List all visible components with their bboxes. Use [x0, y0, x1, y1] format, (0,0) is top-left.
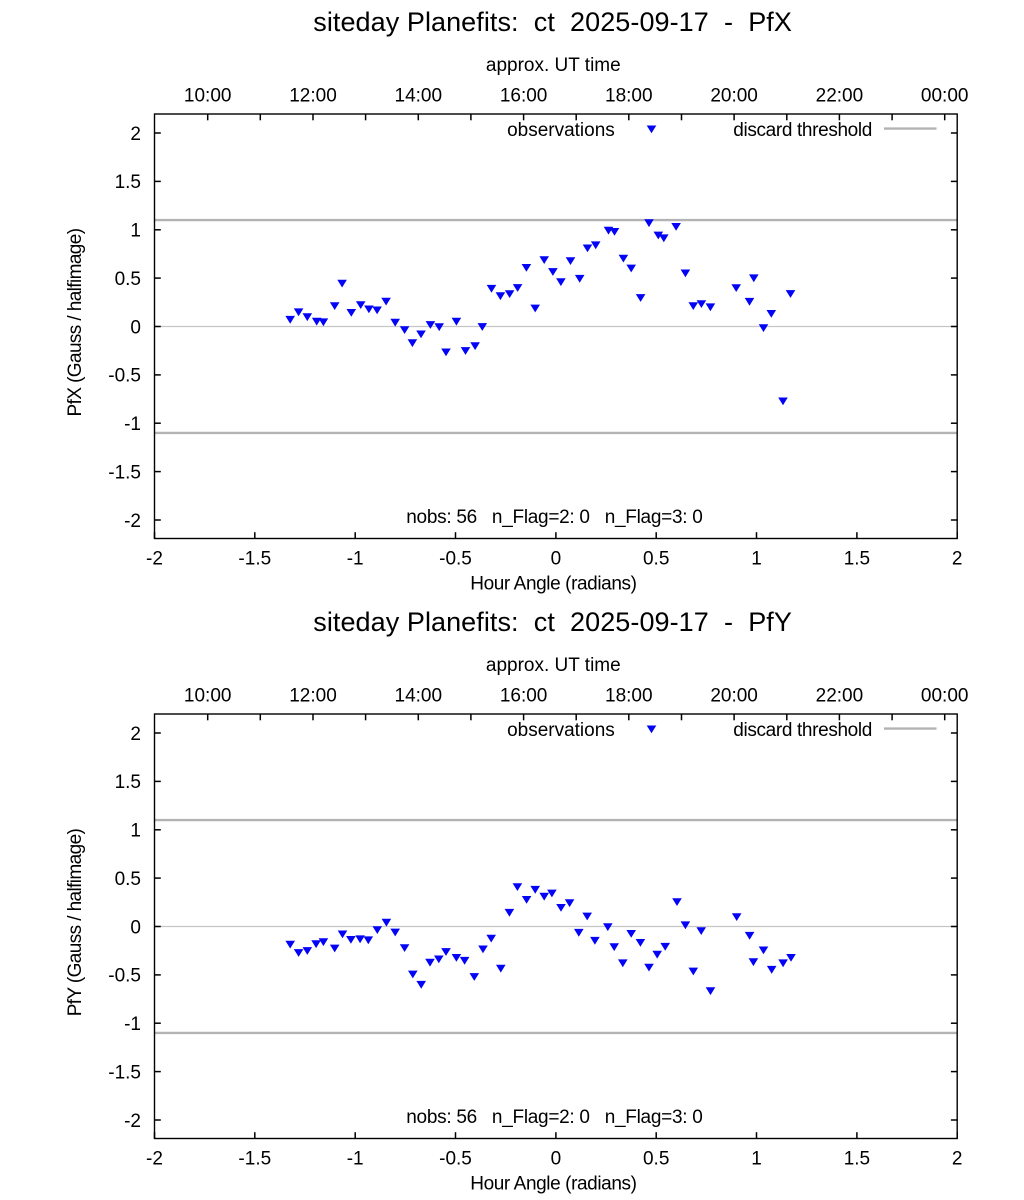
svg-text:-1.5: -1.5	[108, 462, 141, 483]
svg-text:-0.5: -0.5	[108, 966, 141, 987]
svg-text:16:00: 16:00	[500, 685, 548, 706]
svg-text:-2: -2	[146, 1149, 163, 1170]
svg-text:14:00: 14:00	[395, 685, 443, 706]
svg-text:-0.5: -0.5	[108, 366, 141, 387]
svg-text:0: 0	[551, 549, 562, 570]
svg-text:observations: observations	[507, 120, 615, 141]
svg-text:-0.5: -0.5	[439, 1149, 472, 1170]
svg-text:10:00: 10:00	[184, 685, 232, 706]
svg-text:approx. UT time: approx. UT time	[486, 55, 621, 76]
svg-text:20:00: 20:00	[710, 85, 758, 106]
svg-text:16:00: 16:00	[500, 85, 548, 106]
svg-text:0.5: 0.5	[115, 269, 141, 290]
svg-text:1: 1	[751, 549, 762, 570]
svg-text:-2: -2	[146, 549, 163, 570]
svg-text:1.5: 1.5	[115, 772, 141, 793]
svg-text:-1: -1	[124, 1014, 141, 1035]
svg-text:1: 1	[130, 221, 141, 242]
svg-text:-1: -1	[347, 549, 364, 570]
svg-text:-1: -1	[347, 1149, 364, 1170]
svg-text:-2: -2	[124, 511, 141, 532]
svg-text:siteday Planefits: ct 2025-0: siteday Planefits: ct 2025-09-17 - PfX	[313, 7, 792, 37]
svg-text:18:00: 18:00	[605, 685, 653, 706]
svg-text:PfY (Gauss / halfimage): PfY (Gauss / halfimage)	[65, 828, 86, 1016]
svg-text:18:00: 18:00	[605, 85, 653, 106]
svg-text:00:00: 00:00	[921, 685, 969, 706]
svg-text:20:00: 20:00	[710, 685, 758, 706]
svg-text:PfX (Gauss / halfimage): PfX (Gauss / halfimage)	[65, 228, 86, 416]
svg-text:-1.5: -1.5	[108, 1062, 141, 1083]
svg-text:1: 1	[751, 1149, 762, 1170]
svg-text:1: 1	[130, 821, 141, 842]
svg-text:0: 0	[551, 1149, 562, 1170]
svg-text:0.5: 0.5	[643, 1149, 669, 1170]
svg-text:observations: observations	[507, 720, 615, 741]
svg-text:-1: -1	[124, 414, 141, 435]
svg-text:2: 2	[130, 124, 141, 145]
svg-text:nobs: 56 n_Flag=2: 0 n_Fla: nobs: 56 n_Flag=2: 0 n_Flag=3: 0	[406, 507, 702, 528]
svg-text:10:00: 10:00	[184, 85, 232, 106]
svg-text:12:00: 12:00	[289, 85, 337, 106]
svg-text:Hour Angle (radians): Hour Angle (radians)	[470, 1174, 636, 1195]
svg-text:14:00: 14:00	[395, 85, 443, 106]
svg-text:1.5: 1.5	[844, 549, 870, 570]
svg-text:Hour Angle (radians): Hour Angle (radians)	[470, 574, 636, 595]
svg-text:0: 0	[130, 917, 141, 938]
svg-text:2: 2	[952, 549, 963, 570]
svg-text:2: 2	[130, 724, 141, 745]
svg-text:00:00: 00:00	[921, 85, 969, 106]
svg-text:2: 2	[952, 1149, 963, 1170]
svg-text:discard threshold: discard threshold	[733, 120, 872, 141]
svg-text:-0.5: -0.5	[439, 549, 472, 570]
svg-text:-1.5: -1.5	[238, 549, 271, 570]
svg-text:12:00: 12:00	[289, 685, 337, 706]
svg-text:-2: -2	[124, 1111, 141, 1132]
svg-text:22:00: 22:00	[816, 685, 864, 706]
svg-text:nobs: 56 n_Flag=2: 0 n_Fla: nobs: 56 n_Flag=2: 0 n_Flag=3: 0	[406, 1107, 702, 1128]
svg-text:22:00: 22:00	[816, 85, 864, 106]
svg-text:0: 0	[130, 317, 141, 338]
svg-text:1.5: 1.5	[115, 172, 141, 193]
svg-text:discard threshold: discard threshold	[733, 720, 872, 741]
svg-text:0.5: 0.5	[643, 549, 669, 570]
svg-text:approx. UT time: approx. UT time	[486, 655, 621, 676]
svg-text:0.5: 0.5	[115, 869, 141, 890]
svg-text:-1.5: -1.5	[238, 1149, 271, 1170]
svg-text:1.5: 1.5	[844, 1149, 870, 1170]
svg-text:siteday Planefits: ct 2025-0: siteday Planefits: ct 2025-09-17 - PfY	[313, 607, 792, 637]
